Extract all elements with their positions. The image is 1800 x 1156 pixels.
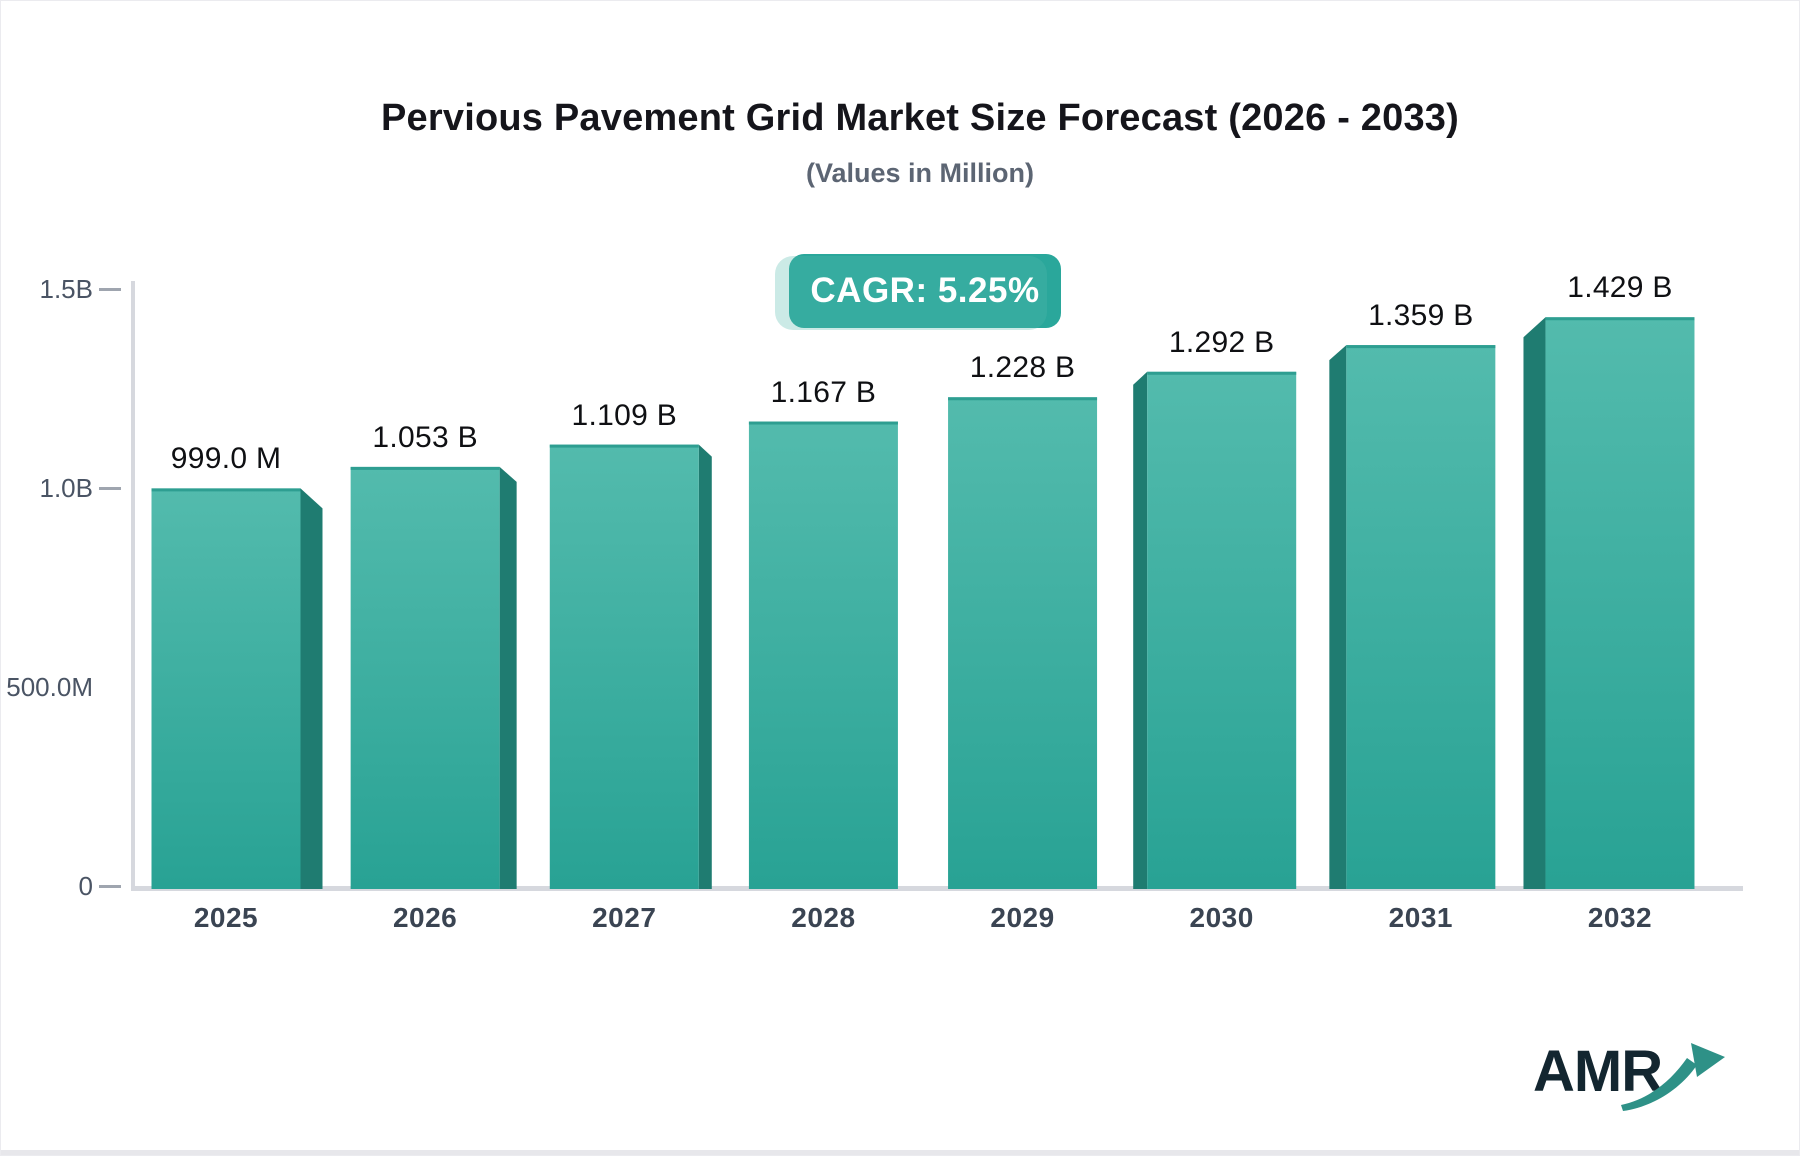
y-axis-line: [131, 281, 135, 891]
bar-2026[interactable]: [350, 466, 517, 889]
bar-front-face: [350, 466, 500, 889]
bar-value-label: 999.0 M: [170, 442, 282, 476]
bar-value-label: 1.167 B: [770, 375, 877, 409]
bar-value-label: 1.359 B: [1368, 299, 1474, 333]
bar-front-face: [1147, 371, 1297, 889]
amr-logo-text: AMR: [1533, 1039, 1663, 1104]
bar-top-edge: [549, 444, 699, 448]
x-axis-label-2025: 2025: [193, 902, 259, 933]
bar-2030[interactable]: [1133, 371, 1297, 889]
bar-side-face: [698, 444, 712, 889]
y-axis-tick: [99, 885, 121, 888]
y-axis-label: 500.0M: [6, 672, 93, 702]
page-bottom-edge: [1, 1150, 1799, 1155]
bar-top-edge: [151, 488, 301, 492]
bar-front-face: [549, 444, 699, 889]
bar-front-face: [948, 397, 1098, 889]
bar-side-face: [1329, 345, 1347, 889]
amr-logo: AMR: [1533, 1037, 1725, 1127]
bar-top-edge: [1545, 317, 1695, 321]
bar-front-face: [151, 488, 301, 889]
chart-header: Pervious Pavement Grid Market Size Forec…: [61, 97, 1779, 189]
bar-2029[interactable]: [948, 397, 1098, 889]
x-axis-label-2032: 2032: [1587, 902, 1653, 933]
bar-2032[interactable]: [1523, 317, 1695, 889]
bar-side-face: [1523, 317, 1546, 889]
x-axis-line: [131, 886, 1743, 891]
bar-side-face: [300, 488, 323, 889]
chart-title: Pervious Pavement Grid Market Size Forec…: [381, 97, 1459, 139]
y-axis-tick: [99, 288, 121, 291]
x-axis-label-2026: 2026: [392, 902, 458, 933]
x-axis-label-2031: 2031: [1388, 902, 1453, 933]
bar-front-face: [1545, 317, 1695, 889]
bar-2027[interactable]: [549, 444, 712, 889]
x-axis-label-2029: 2029: [990, 902, 1055, 933]
bar-side-face: [1133, 371, 1148, 889]
bar-front-face: [1346, 345, 1496, 889]
y-axis-label: 1.5B: [39, 274, 94, 304]
x-axis-label-2028: 2028: [791, 902, 856, 933]
chart-subtitle: (Values in Million): [805, 158, 1035, 188]
x-axis-label-2027: 2027: [592, 902, 657, 933]
bar-2028[interactable]: [748, 421, 898, 889]
bar-top-edge: [1147, 371, 1297, 375]
bar-side-face: [499, 466, 517, 889]
bar-value-label: 1.429 B: [1567, 271, 1673, 305]
bar-front-face: [748, 421, 898, 889]
bar-2031[interactable]: [1329, 345, 1496, 889]
bar-value-label: 1.053 B: [372, 420, 478, 454]
bar-value-label: 1.292 B: [1168, 325, 1275, 359]
bar-top-edge: [1346, 345, 1496, 349]
bar-2025[interactable]: [151, 488, 323, 889]
cagr-badge: CAGR: 5.25%: [789, 254, 1061, 328]
bar-top-edge: [748, 421, 898, 425]
amr-logo-arrow-icon: [1621, 1043, 1725, 1111]
y-axis-tick: [99, 487, 121, 490]
bar-value-label: 1.109 B: [571, 398, 678, 432]
x-axis-label-2030: 2030: [1189, 902, 1254, 933]
bar-top-edge: [350, 466, 500, 470]
y-axis-label: 0: [78, 871, 93, 901]
y-axis-label: 1.0B: [39, 473, 94, 503]
bar-top-edge: [948, 397, 1098, 401]
bar-value-label: 1.228 B: [969, 351, 1076, 385]
